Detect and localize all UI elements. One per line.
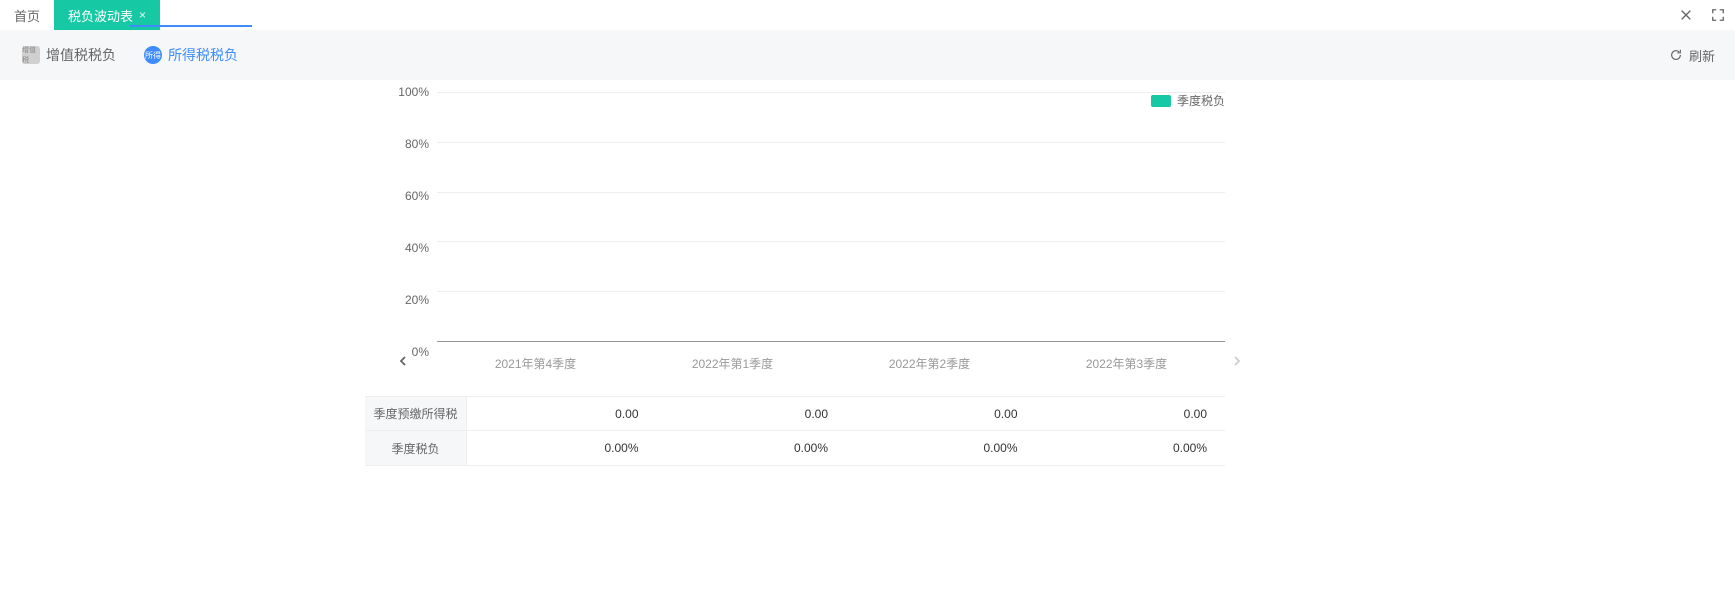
chart-plot bbox=[437, 92, 1225, 342]
x-tick-label: 2022年第1季度 bbox=[692, 355, 773, 372]
row-header: 季度税负 bbox=[365, 431, 467, 465]
y-tick-label: 40% bbox=[405, 241, 429, 255]
fullscreen-icon[interactable] bbox=[1709, 6, 1727, 24]
tab-home[interactable]: 首页 bbox=[0, 0, 54, 30]
subtab-bar: 增值税 增值税税负 所得 所得税税负 刷新 bbox=[0, 30, 1735, 80]
document-tabs: 首页 税负波动表 × bbox=[0, 0, 1735, 30]
chart-container: 季度税负 0%20%40%60%80%100% 2021年第4季度2022年第1… bbox=[365, 92, 1225, 466]
chevron-right-icon[interactable] bbox=[1231, 354, 1243, 370]
grid-line bbox=[437, 291, 1225, 292]
x-tick-label: 2022年第2季度 bbox=[889, 355, 970, 372]
close-window-icon[interactable] bbox=[1677, 6, 1695, 24]
refresh-label: 刷新 bbox=[1689, 46, 1715, 65]
tab-home-label: 首页 bbox=[14, 6, 40, 25]
table-cell: 0.00% bbox=[846, 441, 1036, 455]
window-controls bbox=[1677, 0, 1727, 30]
y-tick-label: 100% bbox=[398, 85, 429, 99]
table-cell: 0.00 bbox=[467, 407, 657, 421]
subtab-vat-label: 增值税税负 bbox=[46, 45, 116, 65]
table-row: 季度税负0.00%0.00%0.00%0.00% bbox=[365, 431, 1225, 465]
x-tick-label: 2022年第3季度 bbox=[1086, 355, 1167, 372]
table-cell: 0.00 bbox=[657, 407, 847, 421]
table-cell: 0.00% bbox=[657, 441, 847, 455]
y-tick-label: 60% bbox=[405, 189, 429, 203]
table-cell: 0.00% bbox=[1036, 441, 1226, 455]
data-table: 季度预缴所得税0.000.000.000.00季度税负0.00%0.00%0.0… bbox=[365, 396, 1225, 466]
vat-icon: 增值税 bbox=[22, 46, 40, 64]
subtab-income[interactable]: 所得 所得税税负 bbox=[130, 30, 252, 80]
y-tick-label: 0% bbox=[412, 345, 429, 359]
grid-line bbox=[437, 142, 1225, 143]
subtab-vat[interactable]: 增值税 增值税税负 bbox=[8, 30, 130, 80]
table-cell: 0.00 bbox=[1036, 407, 1226, 421]
y-tick-label: 80% bbox=[405, 137, 429, 151]
grid-line bbox=[437, 192, 1225, 193]
grid-line bbox=[437, 92, 1225, 93]
y-axis: 0%20%40%60%80%100% bbox=[365, 92, 435, 352]
chevron-left-icon[interactable] bbox=[397, 354, 409, 370]
x-axis: 2021年第4季度 2022年第1季度 2022年第2季度 2022年第3季度 bbox=[437, 352, 1225, 372]
y-tick-label: 20% bbox=[405, 293, 429, 307]
x-tick-label: 2021年第4季度 bbox=[495, 355, 576, 372]
grid-line bbox=[437, 241, 1225, 242]
refresh-button[interactable]: 刷新 bbox=[1669, 30, 1715, 80]
chart-area: 0%20%40%60%80%100% bbox=[365, 92, 1225, 352]
income-icon: 所得 bbox=[144, 46, 162, 64]
row-header: 季度预缴所得税 bbox=[365, 397, 467, 430]
tab-tax-fluctuation-label: 税负波动表 bbox=[68, 6, 133, 25]
close-icon[interactable]: × bbox=[139, 8, 146, 22]
table-cell: 0.00 bbox=[846, 407, 1036, 421]
refresh-icon bbox=[1669, 48, 1683, 62]
table-cell: 0.00% bbox=[467, 441, 657, 455]
subtab-income-label: 所得税税负 bbox=[168, 45, 238, 65]
table-row: 季度预缴所得税0.000.000.000.00 bbox=[365, 397, 1225, 431]
